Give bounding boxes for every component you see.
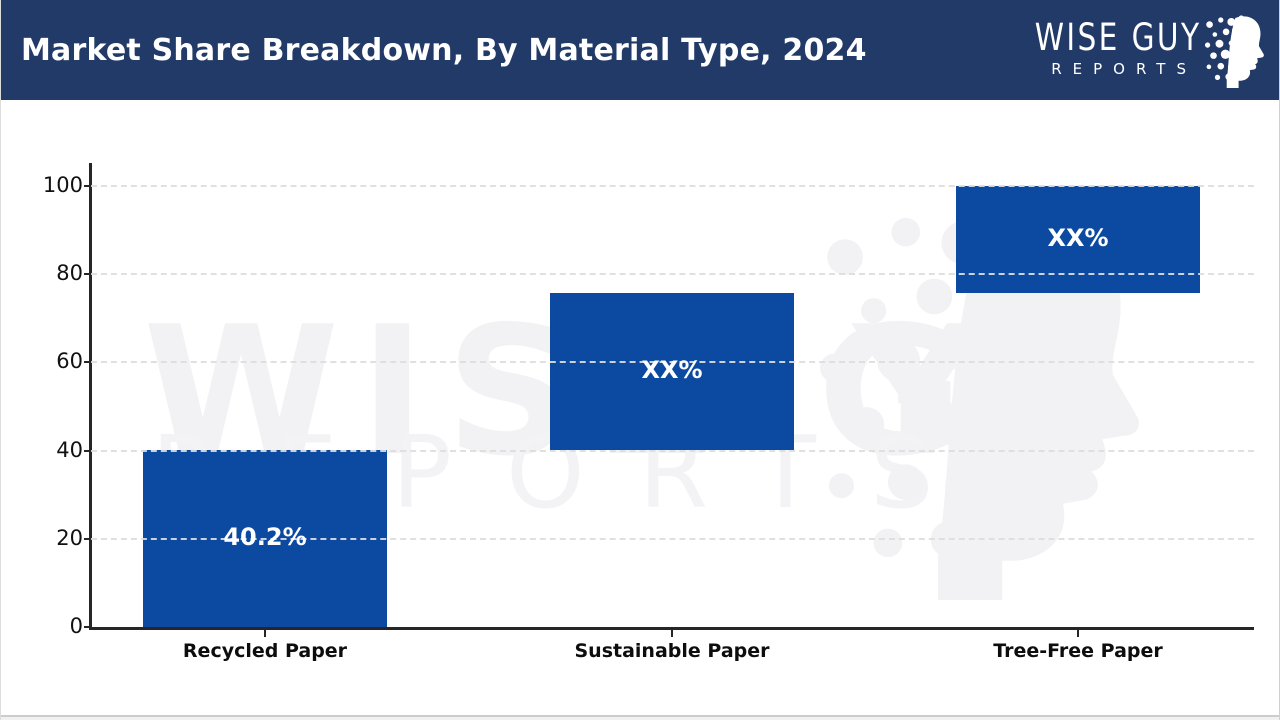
gridline-100 <box>91 185 1254 187</box>
y-axis-tick-label: 20 <box>56 525 83 550</box>
gridline-40 <box>91 449 1254 452</box>
y-axis-tick-mark <box>84 626 91 628</box>
y-axis-tick-mark <box>84 273 91 276</box>
y-axis-tick-label: 40 <box>56 437 83 462</box>
x-axis-tick-mark <box>264 630 266 637</box>
bar-value-label: XX% <box>641 356 703 385</box>
wiseguy-logo: WISE GUY REPORTS <box>1027 0 1267 100</box>
header-bar: Market Share Breakdown, By Material Type… <box>1 0 1279 100</box>
y-axis-tick-mark <box>84 449 91 452</box>
y-axis-tick-mark <box>84 537 91 540</box>
y-axis-line <box>89 163 92 630</box>
y-axis-tick-mark <box>84 361 91 364</box>
category-label: Sustainable Paper <box>574 640 770 662</box>
logo-subtext: REPORTS <box>1051 60 1197 78</box>
y-axis-tick-label: 60 <box>56 349 83 374</box>
gridline-60 <box>91 361 1254 364</box>
bottom-edge-strip <box>1 715 1279 720</box>
y-axis-tick-label: 80 <box>56 261 83 286</box>
logo-wordmark: WISE GUY <box>1034 16 1201 59</box>
bar-value-label: 40.2% <box>223 523 307 552</box>
x-axis-tick-mark <box>1077 630 1079 637</box>
category-label: Tree-Free Paper <box>993 640 1163 662</box>
bar-value-label: XX% <box>1047 224 1109 253</box>
x-axis-line <box>89 627 1254 630</box>
bar-sustainable-paper <box>550 292 794 450</box>
y-axis-tick-mark <box>84 185 91 187</box>
y-axis-tick-label: 0 <box>69 614 83 638</box>
x-axis-tick-mark <box>671 630 673 637</box>
category-label: Recycled Paper <box>182 640 348 662</box>
page-title: Market Share Breakdown, By Material Type… <box>21 32 867 68</box>
logo-head-icon <box>1204 15 1264 88</box>
y-axis-tick-label: 100 <box>42 173 83 197</box>
gridline-20 <box>91 537 1254 540</box>
gridline-80 <box>91 273 1254 276</box>
